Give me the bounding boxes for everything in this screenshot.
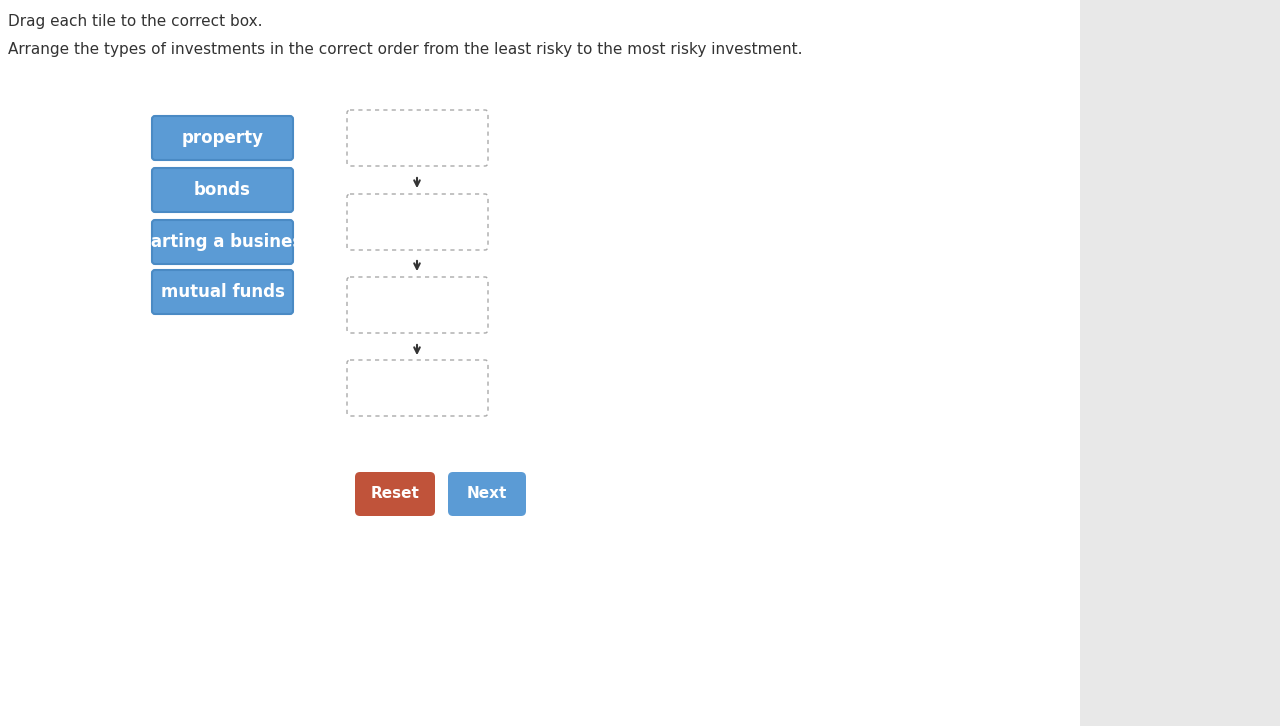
Text: property: property bbox=[182, 129, 264, 147]
Text: Next: Next bbox=[467, 486, 507, 502]
Text: starting a business: starting a business bbox=[133, 233, 312, 251]
FancyBboxPatch shape bbox=[347, 194, 488, 250]
Bar bbox=[1080, 0, 1280, 726]
FancyBboxPatch shape bbox=[152, 270, 293, 314]
FancyBboxPatch shape bbox=[448, 472, 526, 516]
FancyBboxPatch shape bbox=[152, 116, 293, 160]
Text: bonds: bonds bbox=[195, 181, 251, 199]
FancyBboxPatch shape bbox=[152, 220, 293, 264]
FancyBboxPatch shape bbox=[347, 360, 488, 416]
Text: Reset: Reset bbox=[371, 486, 420, 502]
FancyBboxPatch shape bbox=[152, 168, 293, 212]
FancyBboxPatch shape bbox=[347, 277, 488, 333]
Text: Drag each tile to the correct box.: Drag each tile to the correct box. bbox=[8, 14, 262, 29]
FancyBboxPatch shape bbox=[347, 110, 488, 166]
FancyBboxPatch shape bbox=[355, 472, 435, 516]
Text: Arrange the types of investments in the correct order from the least risky to th: Arrange the types of investments in the … bbox=[8, 42, 803, 57]
Text: mutual funds: mutual funds bbox=[160, 283, 284, 301]
